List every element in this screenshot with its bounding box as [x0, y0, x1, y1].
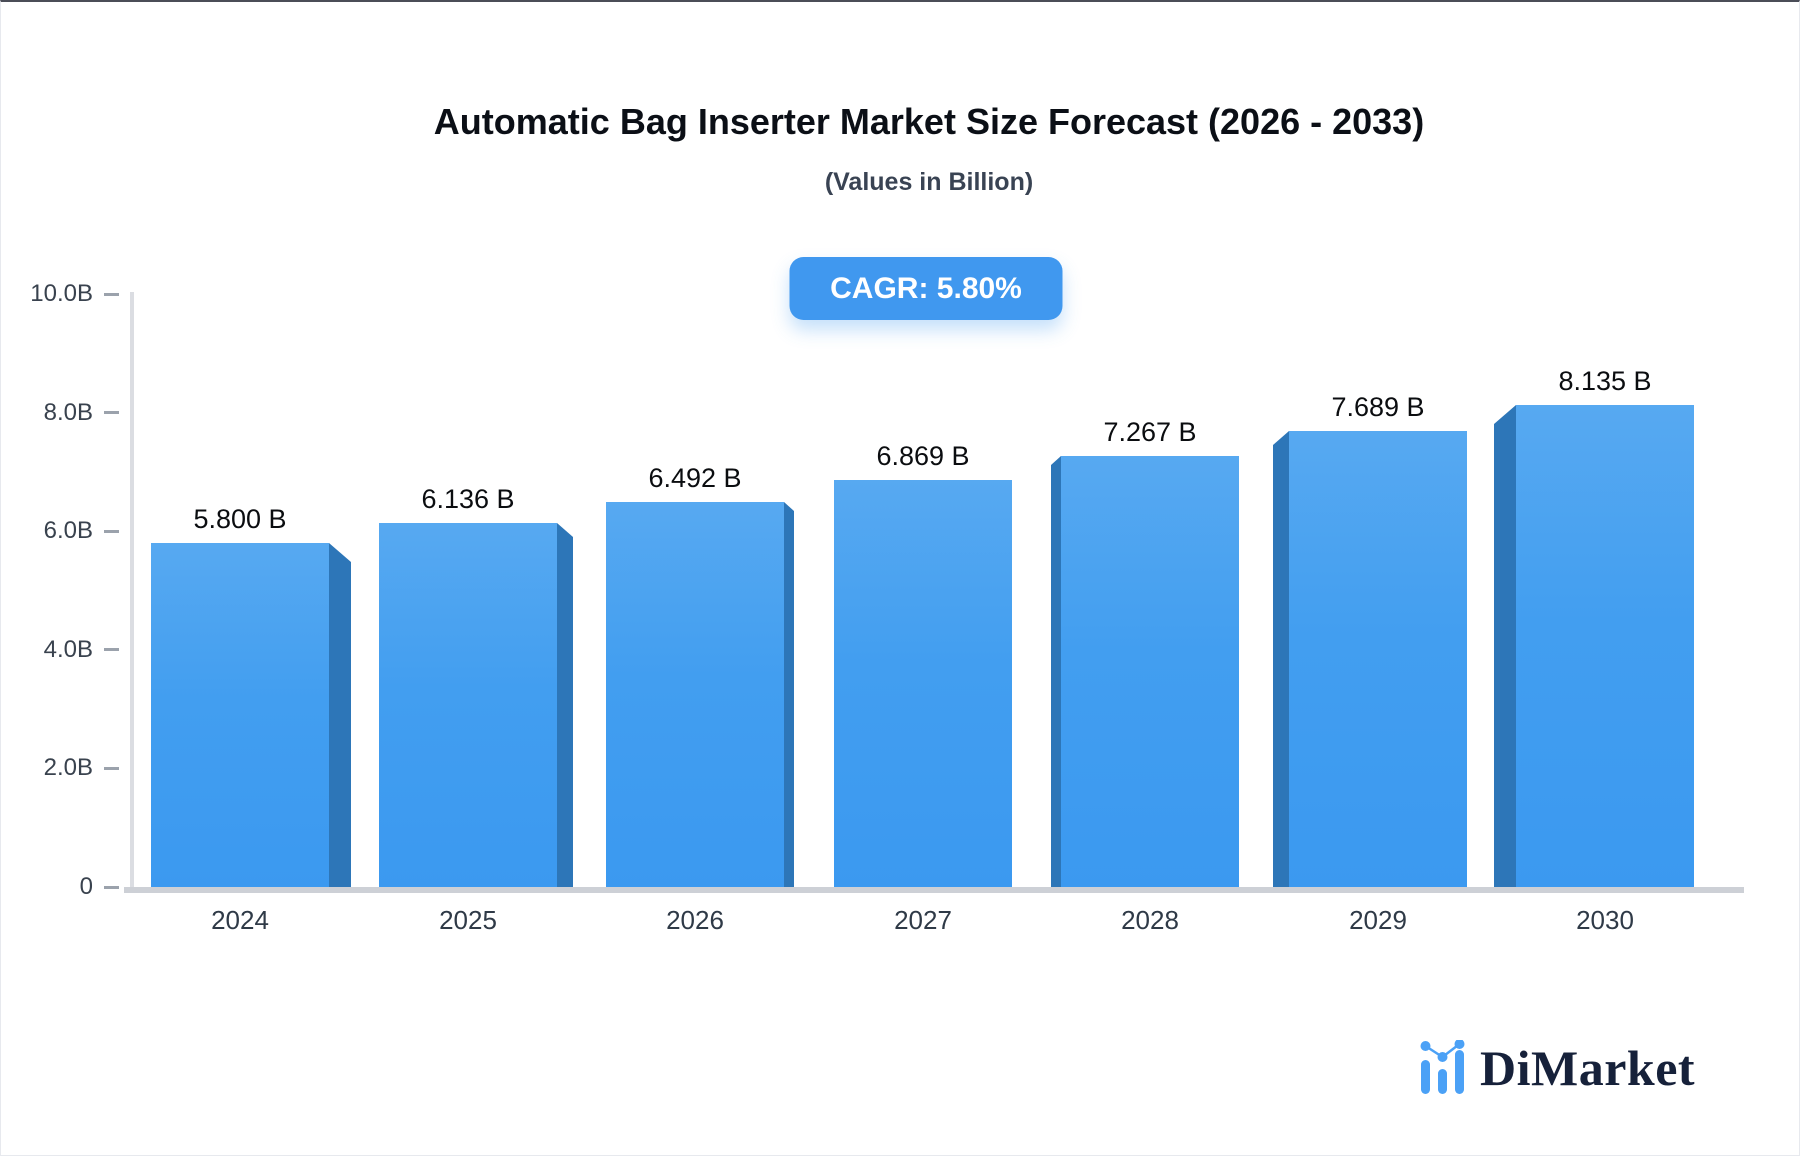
- bar-2028[interactable]: [1061, 456, 1239, 890]
- x-axis-label: 2027: [894, 905, 952, 935]
- bar-value-label: 7.267 B: [1103, 417, 1197, 447]
- y-tick-mark: [104, 766, 119, 770]
- bar-side-face: [557, 523, 573, 890]
- y-tick-mark: [104, 292, 119, 296]
- bar-value-label: 6.869 B: [876, 441, 970, 471]
- bar-2024[interactable]: [151, 543, 329, 890]
- bar-side-face: [784, 502, 794, 890]
- bar-value-label: 8.135 B: [1558, 366, 1652, 396]
- y-tick-mark: [104, 411, 119, 415]
- x-axis-label: 2025: [439, 905, 497, 935]
- x-axis-baseline: [124, 887, 1744, 893]
- y-tick-label: 10.0B: [30, 280, 93, 307]
- y-tick-mark: [104, 885, 119, 889]
- bar-2025[interactable]: [379, 523, 557, 890]
- bar-side-face: [329, 543, 351, 890]
- y-tick-label: 2.0B: [43, 754, 93, 782]
- bar-side-face: [1273, 431, 1289, 890]
- bar-side-face: [1494, 405, 1516, 890]
- y-tick-mark: [104, 529, 119, 533]
- bar-value-label: 5.800 B: [193, 504, 287, 534]
- x-axis-label: 2026: [666, 905, 724, 935]
- y-tick-label: 0: [79, 873, 93, 900]
- dimarket-logo-icon: [1420, 1040, 1465, 1094]
- y-tick-label: 6.0B: [43, 517, 93, 545]
- bar-2029[interactable]: [1289, 431, 1467, 890]
- y-tick-label: 8.0B: [43, 398, 93, 426]
- bar-2026[interactable]: [606, 502, 784, 890]
- bar-side-face: [1051, 456, 1061, 890]
- bar-2030[interactable]: [1516, 405, 1694, 890]
- x-axis-label: 2028: [1121, 905, 1179, 935]
- dimarket-logo-text: DiMarket: [1480, 1040, 1696, 1096]
- bar-value-label: 6.136 B: [421, 484, 515, 514]
- bar-2027[interactable]: [834, 480, 1012, 890]
- y-tick-mark: [104, 648, 119, 652]
- dimarket-logo: DiMarket: [1420, 1040, 1695, 1096]
- chart-subtitle: (Values in Billion): [824, 168, 1034, 196]
- bar-value-label: 7.689 B: [1331, 392, 1425, 422]
- x-axis-label: 2024: [211, 905, 269, 935]
- y-tick-label: 4.0B: [43, 635, 93, 663]
- cagr-badge: CAGR: 5.80%: [789, 257, 1063, 320]
- x-axis-label: 2029: [1349, 905, 1407, 935]
- y-axis-line: [130, 292, 134, 892]
- chart-title: Automatic Bag Inserter Market Size Forec…: [433, 101, 1425, 142]
- x-axis-label: 2030: [1576, 905, 1634, 935]
- bar-value-label: 6.492 B: [648, 463, 742, 493]
